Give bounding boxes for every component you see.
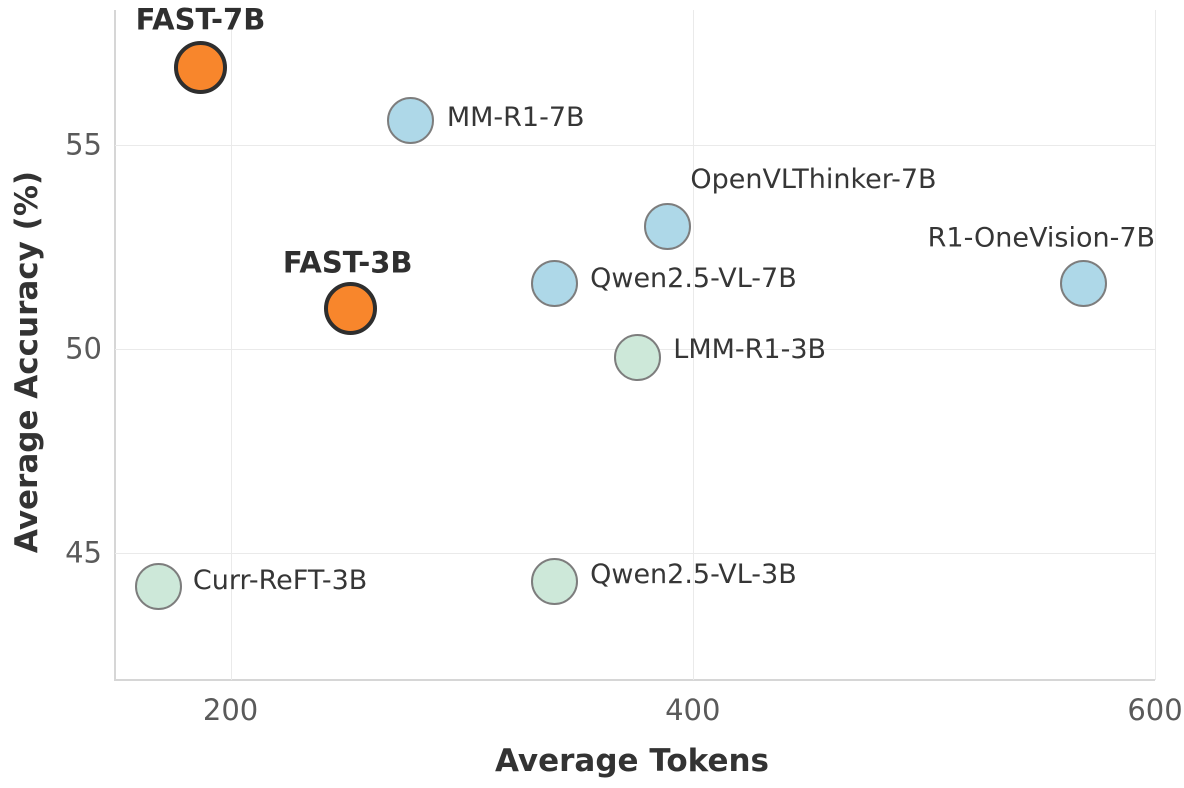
point-label-openvlthinker-7b: OpenVLThinker-7B	[690, 163, 937, 195]
gridline-y-45	[115, 553, 1155, 555]
point-fast-3b	[324, 281, 378, 335]
point-label-qwen2-5-vl-3b: Qwen2.5-VL-3B	[590, 558, 797, 590]
x-tick-200: 200	[202, 693, 259, 727]
point-curr-reft-3b	[135, 562, 183, 610]
gridline-x-400	[692, 10, 694, 680]
point-label-curr-reft-3b: Curr-ReFT-3B	[192, 564, 368, 596]
x-tick-400: 400	[665, 693, 721, 727]
point-label-r1-onevision-7b: R1-OneVision-7B	[927, 222, 1156, 254]
point-qwen2-5-vl-3b	[530, 558, 578, 606]
point-label-fast-7b: FAST-7B	[135, 2, 266, 37]
point-openvlthinker-7b	[643, 203, 691, 251]
x-axis-spine	[114, 679, 1155, 681]
point-label-mm-r1-7b: MM-R1-7B	[446, 102, 585, 134]
point-label-fast-3b: FAST-3B	[282, 245, 413, 280]
point-fast-7b	[174, 40, 227, 94]
x-tick-600: 600	[1127, 693, 1183, 727]
x-axis-title: Average Tokens	[495, 743, 769, 779]
y-tick-45: 45	[65, 535, 102, 570]
point-mm-r1-7b	[387, 96, 435, 144]
point-r1-onevision-7b	[1059, 260, 1107, 308]
gridline-x-200	[230, 10, 232, 680]
y-axis-title: Average Accuracy (%)	[9, 170, 45, 554]
gridline-y-55	[115, 144, 1155, 146]
y-axis-spine	[114, 10, 116, 680]
gridline-x-600	[1155, 10, 1156, 680]
point-qwen2-5-vl-7b	[530, 260, 578, 308]
y-tick-50: 50	[65, 331, 102, 366]
point-lmm-r1-3b	[613, 333, 661, 381]
point-label-qwen2-5-vl-7b: Qwen2.5-VL-7B	[590, 262, 797, 294]
point-label-lmm-r1-3b: LMM-R1-3B	[673, 334, 827, 366]
y-tick-55: 55	[65, 127, 102, 162]
